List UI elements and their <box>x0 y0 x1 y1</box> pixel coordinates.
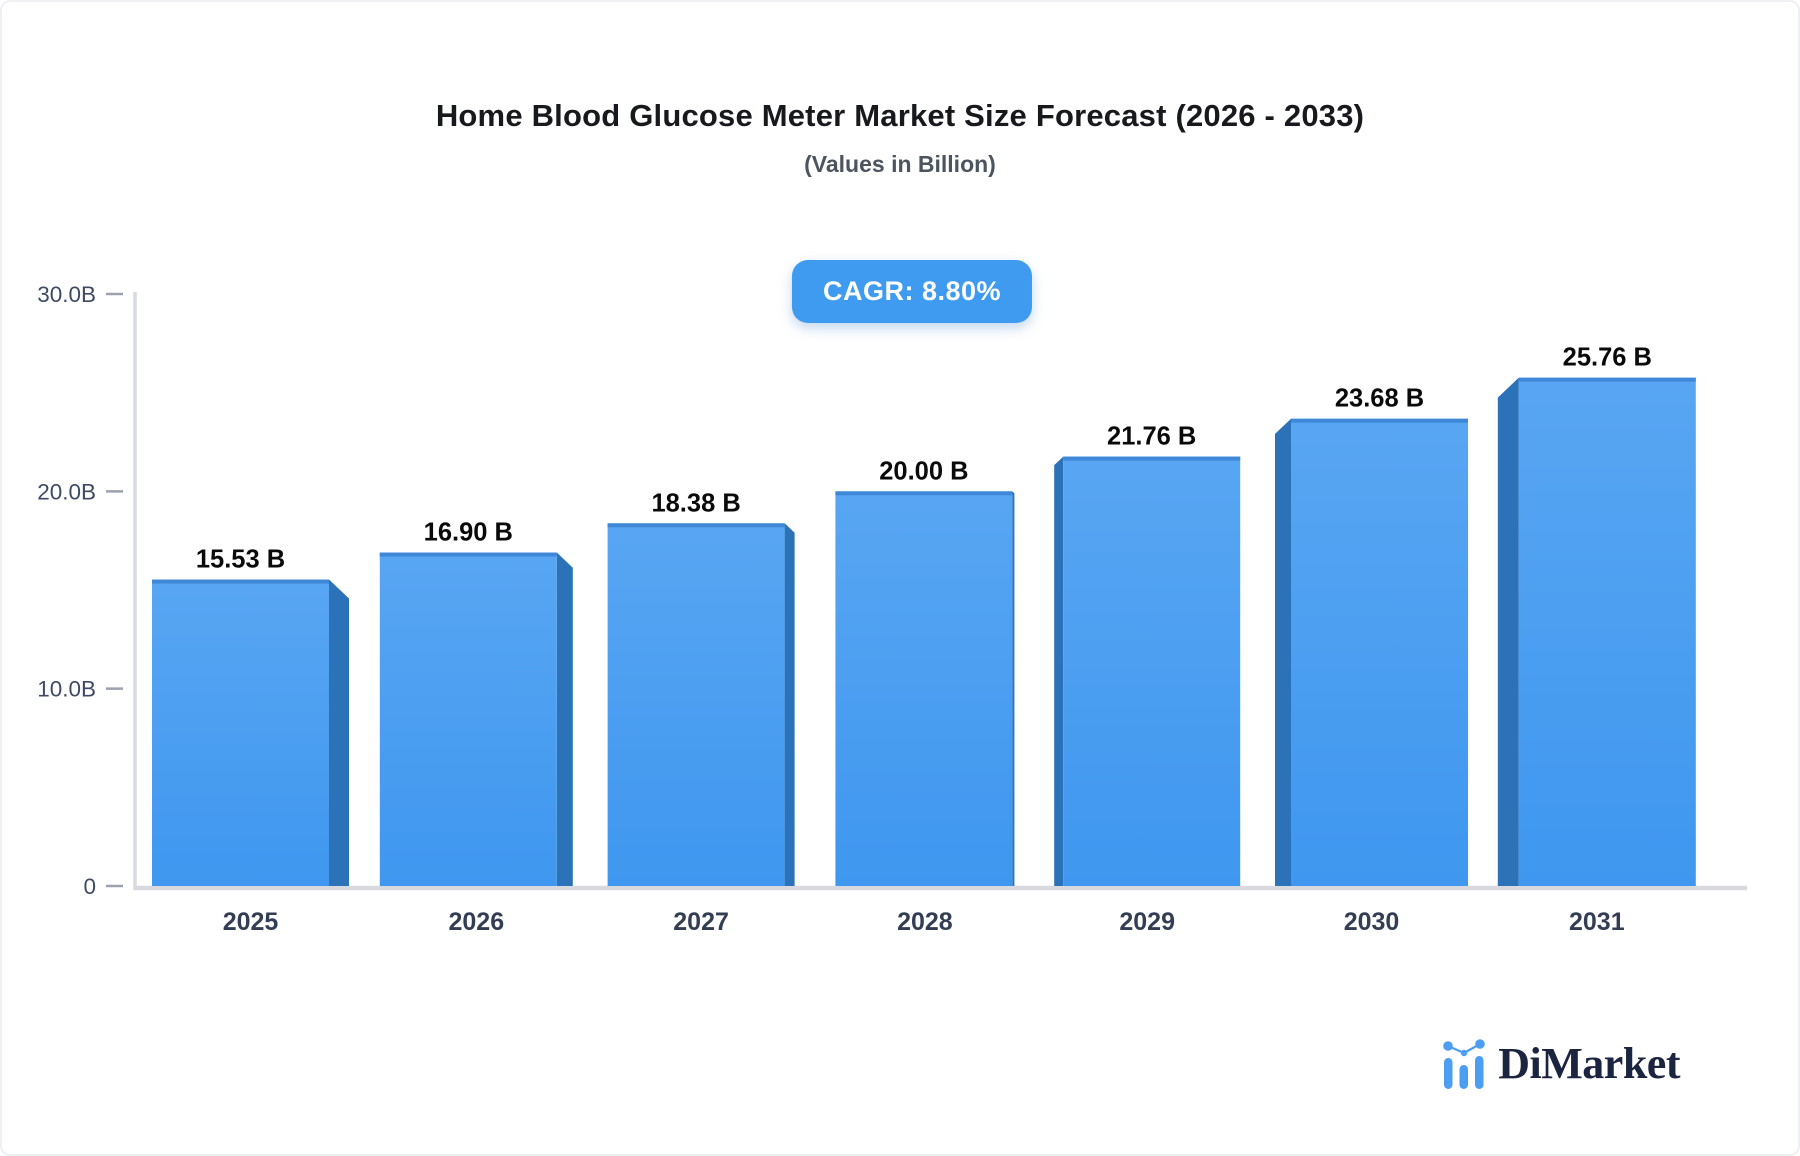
x-axis-label-2025: 2025 <box>223 908 279 936</box>
brand-logo: DiMarket <box>1443 1038 1680 1089</box>
y-axis-tick-label: 20.0B <box>37 479 96 504</box>
bar-2025 <box>152 579 329 886</box>
bar-2031 <box>1518 377 1696 886</box>
bar-side-2029 <box>1054 456 1064 886</box>
bar-2030 <box>1291 418 1468 886</box>
bar-2027 <box>607 523 785 886</box>
x-axis-label-2030: 2030 <box>1344 908 1400 936</box>
page-title: Home Blood Glucose Meter Market Size For… <box>435 98 1365 133</box>
bar-value-label-2026: 16.90 B <box>424 519 513 547</box>
bar-top-edge-2030 <box>1291 418 1468 423</box>
brand-name: DiMarket <box>1498 1039 1680 1088</box>
bar-value-label-2028: 20.00 B <box>879 457 968 485</box>
y-axis-tick-label: 10.0B <box>37 677 96 702</box>
bar-top-edge-2031 <box>1518 377 1696 382</box>
y-axis-tick-label: 0 <box>83 874 96 899</box>
x-axis-label-2026: 2026 <box>448 908 504 936</box>
bar-top-edge-2028 <box>835 491 1013 496</box>
bar-value-label-2025: 15.53 B <box>196 546 285 574</box>
x-axis-label-2027: 2027 <box>673 908 729 936</box>
bar-value-label-2027: 18.38 B <box>651 489 740 517</box>
x-axis-label-2028: 2028 <box>897 908 953 936</box>
bar-value-label-2031: 25.76 B <box>1563 344 1652 372</box>
x-axis-label-2029: 2029 <box>1119 908 1175 936</box>
bar-side-2028 <box>1012 491 1015 886</box>
bar-value-label-2029: 21.76 B <box>1107 423 1196 451</box>
bar-side-2031 <box>1497 377 1519 886</box>
cagr-badge: CAGR: 8.80% <box>791 260 1033 323</box>
bar-side-2026 <box>556 552 573 886</box>
bar-2029 <box>1063 456 1241 886</box>
x-axis-label-2031: 2031 <box>1569 908 1625 936</box>
bar-side-2025 <box>329 579 349 886</box>
mini-bar-chart-logo-icon <box>1443 1038 1486 1089</box>
bar-top-edge-2027 <box>607 523 785 528</box>
bar-2028 <box>835 491 1013 886</box>
bar-top-edge-2026 <box>379 552 557 557</box>
bar-side-2030 <box>1275 418 1291 886</box>
bar-top-edge-2029 <box>1063 456 1241 461</box>
chart-subtitle: (Values in Billion) <box>804 151 996 177</box>
bar-top-edge-2025 <box>152 579 329 584</box>
bar-2026 <box>379 552 557 886</box>
y-axis-tick-label: 30.0B <box>37 282 96 307</box>
bar-side-2027 <box>784 523 795 886</box>
bar-value-label-2030: 23.68 B <box>1335 385 1424 413</box>
